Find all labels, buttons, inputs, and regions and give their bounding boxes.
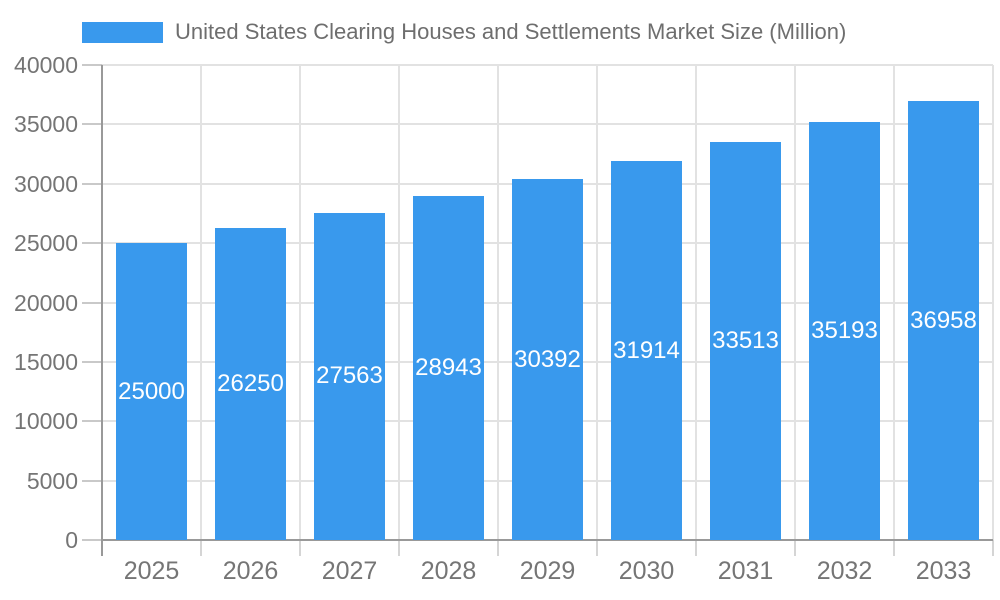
y-axis-tick [82,539,102,541]
y-axis-tick-label: 30000 [14,170,78,197]
x-axis-tick-label: 2027 [321,557,378,585]
y-axis-tick-label: 0 [65,527,78,553]
y-axis-tick [82,182,102,185]
x-axis-tick-label: 2033 [915,557,972,585]
v-gridline [497,65,499,540]
bar-2029[interactable] [512,179,583,540]
x-axis-tick [992,540,994,556]
v-gridline [992,65,994,540]
y-axis-tick-label: 10000 [14,408,78,435]
h-gridline [102,64,993,66]
x-axis-tick [497,540,499,556]
y-axis-tick-label: 20000 [14,289,78,316]
y-axis-tick [82,64,102,66]
h-gridline [102,123,993,126]
bar-2032[interactable] [809,122,880,540]
x-axis-tick-label: 2029 [519,557,576,585]
y-axis-tick [82,301,102,304]
v-gridline [893,65,895,540]
x-axis-tick [200,540,202,556]
y-axis-tick [82,479,102,482]
x-axis-tick-label: 2025 [123,557,180,585]
bar-2025[interactable] [116,243,187,540]
x-axis-tick-label: 2031 [717,557,774,585]
legend-label: United States Clearing Houses and Settle… [175,19,847,44]
x-axis-tick [893,540,895,556]
legend-item[interactable]: United States Clearing Houses and Settle… [82,18,846,46]
v-gridline [596,65,598,540]
x-axis-tick [299,540,301,556]
y-axis-tick-label: 40000 [14,52,78,78]
v-gridline [299,65,301,540]
y-axis-tick-label: 5000 [26,467,78,494]
x-axis-tick [695,540,697,556]
bar-2028[interactable] [413,196,484,540]
y-axis-line [101,65,103,556]
y-axis-tick [82,242,102,245]
x-axis-tick [398,540,400,556]
v-gridline [794,65,796,540]
bar-2031[interactable] [710,142,781,540]
v-gridline [695,65,697,540]
y-axis-tick-label: 25000 [14,230,78,257]
bar-2030[interactable] [611,161,682,540]
y-axis-tick [82,420,102,423]
y-axis-tick [82,123,102,126]
x-axis-tick-label: 2028 [420,557,477,585]
x-axis-tick [596,540,598,556]
x-axis-tick [794,540,796,556]
y-axis-tick [82,360,102,363]
y-axis-tick-label: 35000 [14,111,78,138]
x-axis-line [101,539,993,541]
v-gridline [398,65,400,540]
v-gridline [200,65,202,540]
x-axis-tick-label: 2030 [618,557,675,585]
legend-swatch[interactable] [82,21,163,43]
y-axis-tick-label: 15000 [14,348,78,375]
x-axis-tick-label: 2032 [816,557,873,585]
bar-2026[interactable] [215,228,286,540]
bar-2033[interactable] [908,101,979,540]
x-axis-tick-label: 2026 [222,557,279,585]
bar-2027[interactable] [314,212,385,540]
